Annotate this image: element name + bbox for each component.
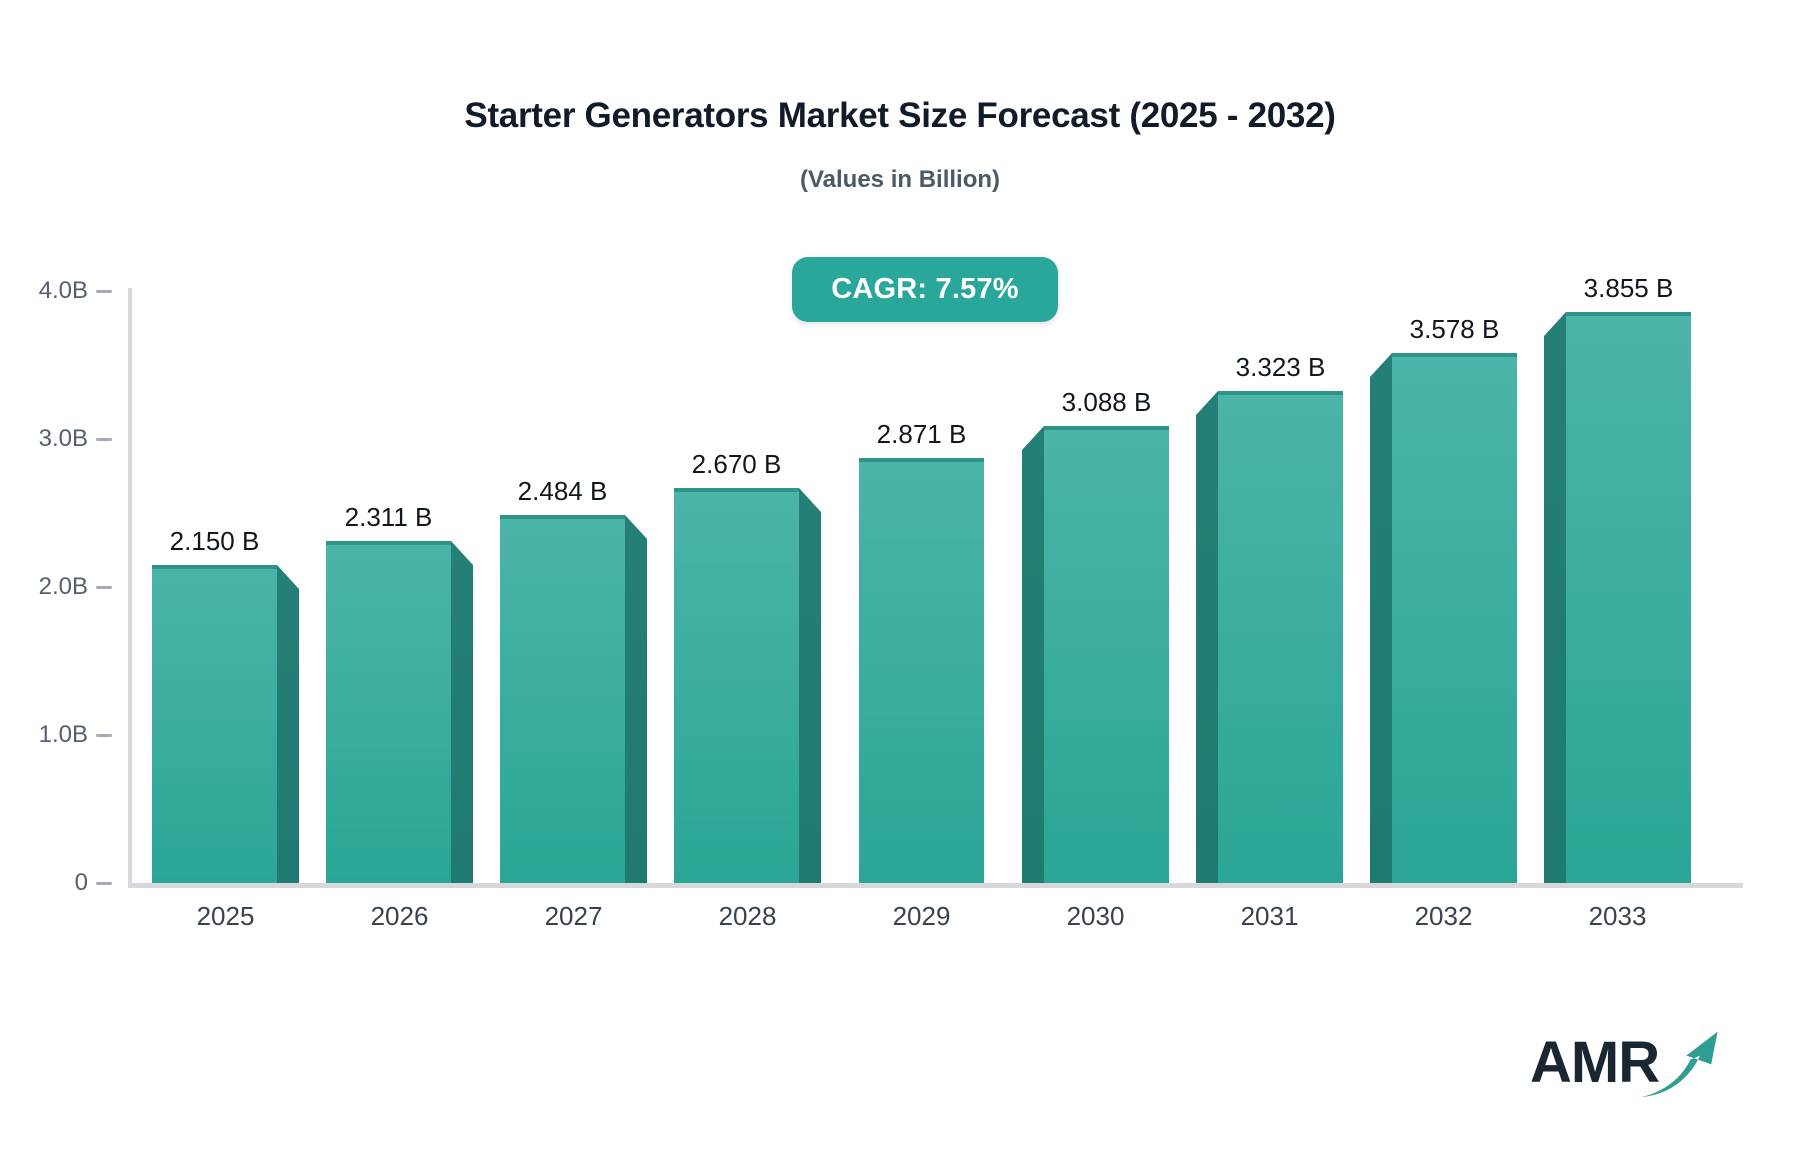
bar-side-face [1196,391,1218,883]
x-axis-line [128,883,1743,888]
bar-value-label: 2.484 B [517,476,608,506]
bar-value-label: 3.088 B [1061,387,1152,417]
y-tick-label: 2.0B [38,573,88,600]
x-tick-label: 2030 [1066,901,1125,931]
x-tick-label: 2026 [370,901,429,931]
bar [1566,312,1691,883]
y-tick-mark [96,290,112,293]
chart-title: Starter Generators Market Size Forecast … [464,96,1336,135]
y-axis-line [128,288,132,888]
y-tick-mark [96,438,112,441]
bar-side-face [1544,312,1566,883]
bar-top-edge [1044,426,1169,430]
bar-top-edge [500,515,625,519]
y-tick-label: 0 [74,869,88,896]
bar [1392,353,1517,883]
bar-value-label: 3.855 B [1583,273,1674,303]
x-tick-label: 2029 [892,901,951,931]
y-tick-mark [96,586,112,589]
bar-side-face [1370,353,1392,883]
cagr-badge-label: CAGR: 7.57% [831,273,1019,305]
bar [326,541,451,883]
x-tick-label: 2028 [718,901,777,931]
bar-top-edge [1218,391,1343,395]
x-tick-label: 2031 [1240,901,1299,931]
cagr-badge: CAGR: 7.57% [792,257,1058,322]
y-tick-mark [96,734,112,737]
bar-side-face [277,565,299,883]
amr-logo: AMR [1530,1028,1718,1108]
bar [674,488,799,883]
amr-logo-text: AMR [1530,1030,1660,1095]
bar-value-label: 2.871 B [876,419,967,449]
bar-value-label: 2.150 B [169,526,260,556]
chart-subtitle: (Values in Billion) [799,166,1001,193]
bar-top-edge [152,565,277,569]
bar [859,458,984,883]
growth-arrow-icon [1641,1031,1718,1098]
x-tick-label: 2033 [1588,901,1647,931]
x-tick-label: 2025 [196,901,255,931]
bar-value-label: 3.323 B [1235,352,1326,382]
bar-side-face [799,488,821,883]
bar-top-edge [1392,353,1517,357]
bar-top-edge [1566,312,1691,316]
y-tick-label: 1.0B [38,721,88,748]
y-tick-label: 4.0B [38,277,88,304]
y-tick-label: 3.0B [38,425,88,452]
bar [1044,426,1169,883]
bar-top-edge [674,488,799,492]
bar [1218,391,1343,883]
bar-top-edge [859,458,984,462]
bar [500,515,625,883]
bar-top-edge [326,541,451,545]
x-tick-label: 2032 [1414,901,1473,931]
bar-side-face [625,515,647,883]
x-tick-label: 2027 [544,901,603,931]
bar-value-label: 3.578 B [1409,314,1500,344]
bar-side-face [451,541,473,883]
bar-value-label: 2.670 B [691,449,782,479]
y-tick-mark [96,882,112,885]
bar-side-face [1022,426,1044,883]
bar-value-label: 2.311 B [344,502,433,532]
bar [152,565,277,883]
